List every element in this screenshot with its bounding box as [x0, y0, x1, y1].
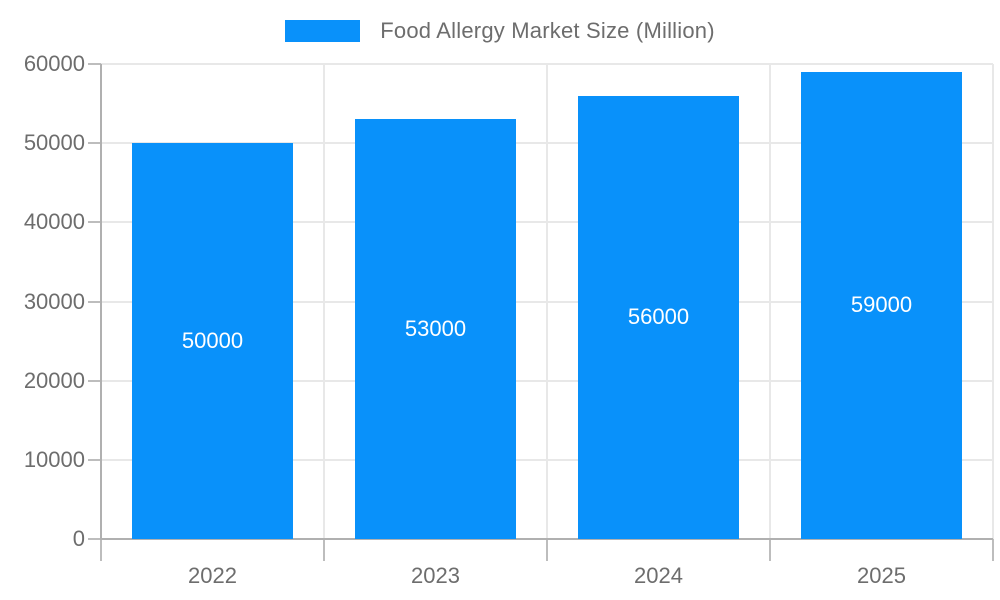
legend-swatch	[285, 20, 361, 42]
y-axis-tick	[88, 458, 101, 461]
bar-value-label: 59000	[850, 292, 913, 318]
x-axis-line	[100, 538, 993, 540]
y-axis-label: 50000	[23, 130, 85, 156]
x-axis-label: 2024	[634, 563, 683, 588]
y-axis-tick	[88, 379, 101, 382]
gridline-vertical	[992, 64, 994, 539]
y-axis-label: 0	[72, 526, 85, 551]
bar-value-label: 56000	[627, 304, 690, 330]
x-axis-tick	[992, 539, 994, 561]
y-axis-label: 30000	[23, 288, 85, 314]
y-axis-label: 40000	[23, 209, 85, 235]
gridline-vertical	[769, 64, 771, 539]
chart-legend: Food Allergy Market Size (Million)	[0, 18, 1000, 44]
x-axis-tick	[546, 539, 548, 561]
bar-2024[interactable]: 56000	[578, 95, 739, 539]
bar-value-label: 50000	[181, 328, 244, 354]
y-axis-label: 20000	[23, 367, 85, 393]
gridline-vertical	[323, 64, 325, 539]
y-axis-line	[100, 64, 102, 539]
y-axis-label: 10000	[23, 446, 85, 472]
x-axis-tick	[323, 539, 325, 561]
y-axis-tick	[88, 63, 101, 65]
legend-series-label: Food Allergy Market Size (Million)	[380, 18, 715, 43]
gridline-vertical	[546, 64, 548, 539]
y-axis-tick	[88, 221, 101, 224]
bar-2025[interactable]: 59000	[801, 71, 962, 539]
bar-2023[interactable]: 53000	[355, 119, 516, 539]
x-axis-tick	[769, 539, 771, 561]
y-axis-tick	[88, 142, 101, 145]
y-axis-tick	[88, 300, 101, 303]
x-axis-label: 2023	[411, 563, 460, 588]
bar-value-label: 53000	[404, 316, 467, 342]
x-axis-label: 2022	[188, 563, 237, 588]
bar-2022[interactable]: 50000	[132, 143, 293, 539]
x-axis-tick	[100, 539, 102, 561]
x-axis-label: 2025	[857, 563, 906, 588]
y-axis-tick	[88, 538, 101, 540]
y-axis-label: 60000	[23, 51, 85, 76]
